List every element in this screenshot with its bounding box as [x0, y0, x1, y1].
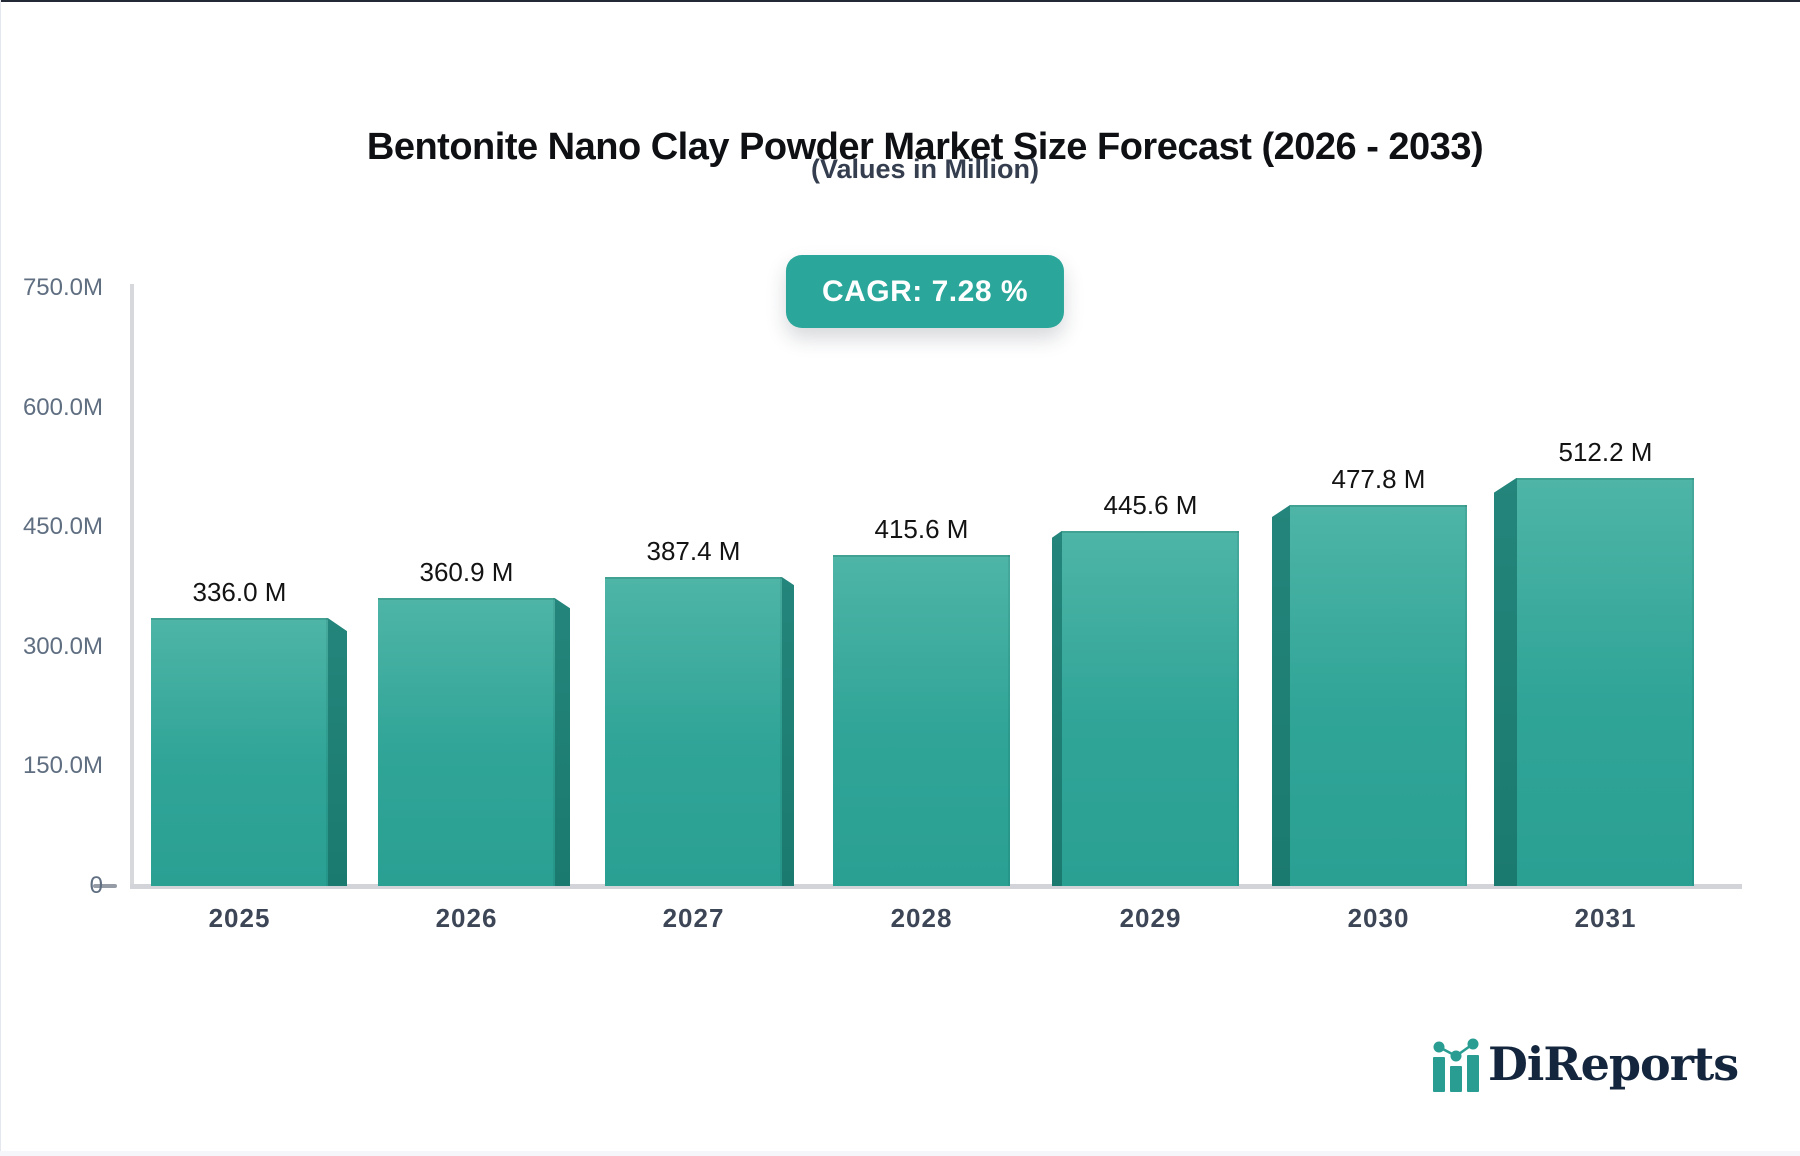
- bar-2026: [378, 598, 555, 886]
- y-tick-label: 150.0M: [22, 752, 103, 780]
- zero-tick-mark: [93, 884, 117, 888]
- window-top-border: [0, 0, 1800, 2]
- y-tick-label: 450.0M: [22, 513, 103, 541]
- bar-value-label: 336.0 M: [192, 577, 287, 608]
- bar-value-label: 512.2 M: [1558, 436, 1653, 467]
- bar-2025: [151, 618, 328, 886]
- x-tick-label-2030: 2030: [1347, 903, 1410, 933]
- window-left-border: [0, 0, 1, 1156]
- bar-side-panel: [782, 577, 794, 886]
- x-tick-label-2031: 2031: [1574, 903, 1637, 933]
- bar-value-label: 477.8 M: [1331, 464, 1426, 495]
- bar-side-panel: [328, 618, 347, 886]
- x-tick-label-2028: 2028: [890, 903, 953, 933]
- bar-2029: [1062, 530, 1239, 886]
- x-axis-line: [130, 884, 1742, 889]
- y-tick-label: 300.0M: [22, 632, 103, 660]
- mini-bar-line-chart-icon: [1433, 1038, 1479, 1092]
- x-tick-label-2025: 2025: [208, 903, 271, 933]
- bar-side-panel: [1052, 530, 1062, 886]
- direports-logo-text: DiReports: [1488, 1037, 1739, 1091]
- y-tick-label: 750.0M: [22, 274, 103, 301]
- bar-value-label: 360.9 M: [419, 557, 514, 588]
- bar-side-panel: [1494, 477, 1517, 886]
- bar-2031: [1517, 477, 1694, 886]
- bar-2027: [605, 577, 782, 886]
- bar-2030: [1290, 505, 1467, 886]
- window-bottom-border: [0, 1151, 1800, 1156]
- y-tick-label: 600.0M: [22, 393, 103, 421]
- x-tick-label-2026: 2026: [435, 903, 498, 933]
- bar-value-label: 445.6 M: [1103, 489, 1198, 520]
- x-tick-label-2029: 2029: [1119, 903, 1182, 933]
- cagr-badge: CAGR: 7.28 %: [785, 255, 1065, 328]
- y-axis-line: [130, 284, 134, 886]
- direports-logo: DiReports: [1432, 1036, 1739, 1092]
- bar-value-label: 415.6 M: [874, 513, 969, 544]
- bar-side-panel: [555, 598, 570, 886]
- x-tick-label-2027: 2027: [662, 903, 725, 933]
- cagr-badge-label: CAGR: 7.28 %: [821, 274, 1029, 308]
- chart-title: Bentonite Nano Clay Powder Market Size F…: [366, 126, 1484, 169]
- bar-2028: [833, 554, 1010, 886]
- chart-subtitle: (Values in Million): [810, 154, 1040, 184]
- bar-value-label: 387.4 M: [646, 536, 741, 567]
- y-tick-label: 0: [89, 872, 103, 899]
- bar-side-panel: [1272, 505, 1290, 886]
